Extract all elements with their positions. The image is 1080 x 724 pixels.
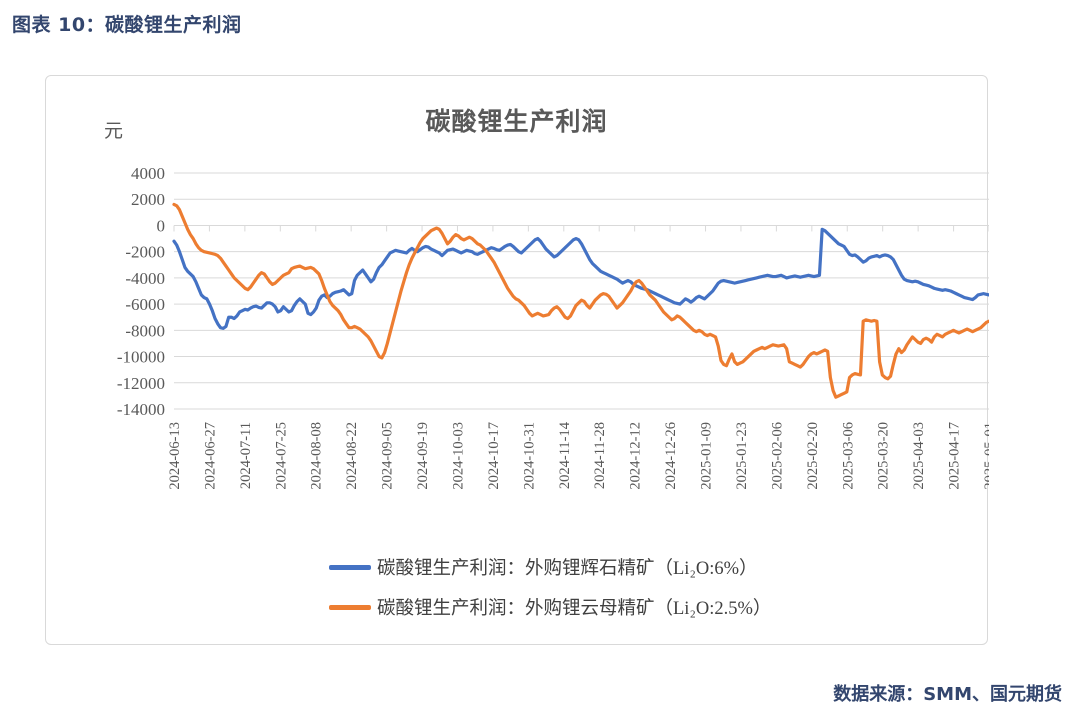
y-axis-tick-label: 2000 bbox=[131, 190, 165, 209]
x-axis-tick-label: 2025-01-23 bbox=[734, 422, 750, 490]
x-axis-tick-label: 2024-08-22 bbox=[344, 422, 360, 490]
x-axis-tick-label: 2025-01-09 bbox=[699, 422, 715, 490]
x-axis-tick-label: 2024-06-13 bbox=[167, 422, 183, 490]
y-axis-tick-label: -4000 bbox=[125, 269, 165, 288]
x-axis-tick-label: 2024-09-05 bbox=[380, 422, 396, 490]
x-axis-tick-label: 2024-11-14 bbox=[557, 421, 573, 489]
y-axis-tick-label: -14000 bbox=[117, 400, 165, 419]
x-axis-tick-label: 2025-03-20 bbox=[876, 422, 892, 490]
legend-item-lepidolite[interactable]: 碳酸锂生产利润：外购锂云母精矿（Li₂O:2.5%） bbox=[329, 594, 771, 620]
x-axis-tick-label: 2025-04-17 bbox=[947, 422, 963, 490]
y-axis-tick-label: -12000 bbox=[117, 374, 165, 393]
x-axis-tick-label: 2025-05-01 bbox=[982, 422, 989, 490]
series-line-spodumene bbox=[172, 227, 989, 330]
line-chart-svg: 4000 2000 0 -2000 -4000 -6000 -8000 -10000 -1200… bbox=[117, 164, 989, 490]
y-axis-tick-label: -2000 bbox=[125, 243, 165, 262]
x-axis-tick-label: 2024-08-08 bbox=[309, 422, 325, 490]
x-axis-tick-label: 2025-04-03 bbox=[911, 422, 927, 490]
y-axis-tick-label: -6000 bbox=[125, 295, 165, 314]
x-axis-tick-label: 2025-03-06 bbox=[840, 422, 856, 490]
y-axis-tick-label: 0 bbox=[157, 216, 166, 235]
x-axis-tick-label: 2024-10-17 bbox=[486, 422, 502, 490]
x-axis-tick-label: 2024-11-28 bbox=[592, 422, 608, 489]
page-title: 图表 10：碳酸锂生产利润 bbox=[12, 14, 242, 36]
x-axis-tick-label: 2024-12-12 bbox=[628, 422, 644, 490]
chart-card: 碳酸锂生产利润 元 4000 2000 0 -2000 -4000 -6000 -8000 -… bbox=[45, 75, 989, 646]
y-axis-tick-label: 4000 bbox=[131, 164, 165, 183]
x-axis-tick-label: 2024-07-25 bbox=[273, 422, 289, 490]
y-axis-unit-label: 元 bbox=[104, 121, 124, 142]
legend-item-spodumene[interactable]: 碳酸锂生产利润：外购锂辉石精矿（Li₂O:6%） bbox=[329, 554, 758, 580]
x-axis-tick-label: 2025-02-20 bbox=[805, 422, 821, 490]
data-source-note: 数据来源：SMM、国元期货 bbox=[833, 684, 1062, 705]
x-axis-tick-label: 2024-10-31 bbox=[521, 422, 537, 490]
legend-label-spodumene: 碳酸锂生产利润：外购锂辉石精矿（Li₂O:6%） bbox=[377, 559, 758, 579]
line-swatch-blue-icon bbox=[329, 564, 371, 570]
y-axis-tick-label: -10000 bbox=[117, 348, 165, 367]
series-line-lepidolite bbox=[172, 202, 989, 399]
y-axis-tick-label: -8000 bbox=[125, 321, 165, 340]
plot-area: 4000 2000 0 -2000 -4000 -6000 -8000 -10000 -1200… bbox=[46, 76, 989, 646]
x-axis-tick-label: 2024-10-03 bbox=[450, 422, 466, 490]
legend-label-lepidolite: 碳酸锂生产利润：外购锂云母精矿（Li₂O:2.5%） bbox=[377, 599, 772, 619]
line-swatch-orange-icon bbox=[329, 604, 371, 610]
x-axis-tick-label: 2024-09-19 bbox=[415, 422, 431, 490]
chart-title: 碳酸锂生产利润 bbox=[425, 107, 608, 136]
x-axis-tick-label: 2024-12-26 bbox=[663, 422, 679, 490]
x-axis-tick-label: 2024-06-27 bbox=[202, 422, 218, 490]
x-axis-tick-label: 2024-07-11 bbox=[238, 422, 254, 489]
x-axis-tick-label: 2025-02-06 bbox=[769, 422, 785, 490]
